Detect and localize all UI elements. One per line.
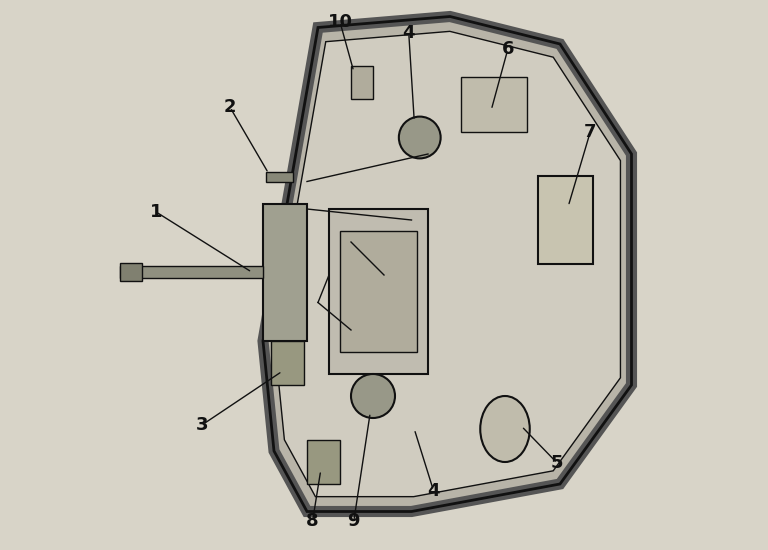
Bar (307, 440, 340, 484)
Bar (340, 231, 417, 352)
Bar (266, 172, 293, 182)
Text: 9: 9 (347, 513, 360, 530)
Bar (461, 77, 527, 132)
Bar (120, 263, 142, 280)
Text: 5: 5 (551, 454, 564, 472)
Text: 10: 10 (327, 13, 353, 31)
Polygon shape (263, 16, 631, 512)
Bar (271, 341, 304, 385)
Bar (329, 209, 428, 374)
Bar (120, 266, 263, 278)
Text: 7: 7 (584, 123, 597, 141)
Text: 4: 4 (402, 24, 415, 42)
Text: 2: 2 (223, 98, 237, 116)
Bar (263, 204, 307, 341)
Text: 4: 4 (427, 482, 440, 499)
Text: 8: 8 (306, 513, 319, 530)
Bar (351, 66, 373, 99)
Text: 1: 1 (150, 203, 162, 221)
Polygon shape (274, 31, 621, 497)
Circle shape (351, 374, 395, 418)
Bar (538, 176, 593, 264)
Ellipse shape (480, 396, 530, 462)
Text: 3: 3 (197, 416, 209, 433)
Circle shape (399, 117, 441, 158)
Text: 6: 6 (502, 41, 514, 58)
